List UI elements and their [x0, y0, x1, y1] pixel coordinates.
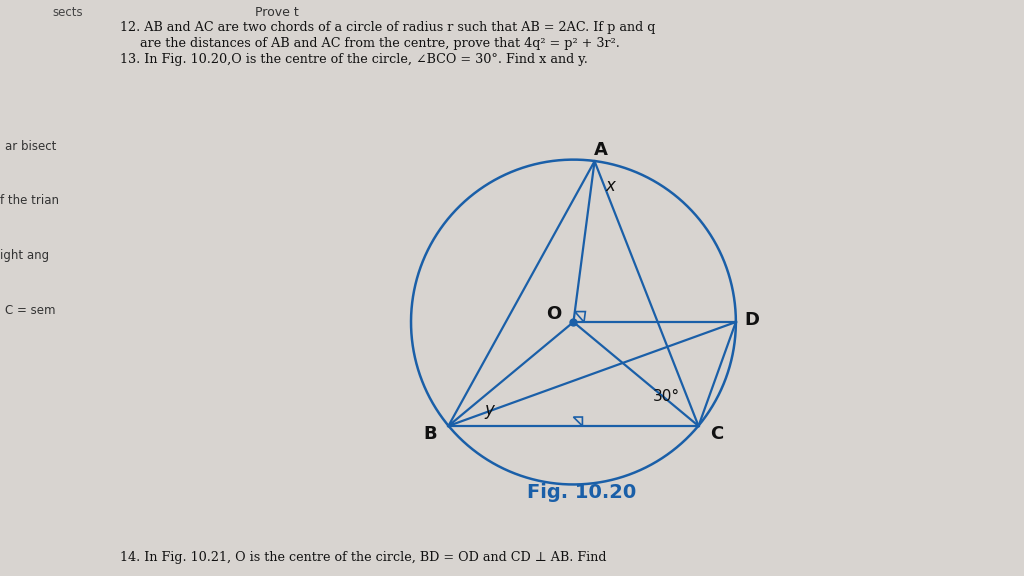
- Text: A: A: [594, 141, 608, 159]
- Text: y: y: [484, 401, 494, 419]
- Text: sects: sects: [52, 6, 83, 20]
- Text: f the trian: f the trian: [0, 195, 59, 207]
- Text: Prove t: Prove t: [255, 6, 299, 20]
- Text: ight ang: ight ang: [0, 249, 49, 263]
- Text: D: D: [744, 312, 760, 329]
- Text: 13. In Fig. 10.20,O is the centre of the circle, ∠BCO = 30°. Find x and y.: 13. In Fig. 10.20,O is the centre of the…: [120, 54, 588, 66]
- Text: 12. AB and AC are two chords of a circle of radius r such that AB = 2AC. If p an: 12. AB and AC are two chords of a circle…: [120, 21, 655, 35]
- Text: are the distances of AB and AC from the centre, prove that 4q² = p² + 3r².: are the distances of AB and AC from the …: [120, 37, 620, 51]
- Text: O: O: [547, 305, 561, 323]
- Text: 14. In Fig. 10.21, O is the centre of the circle, BD = OD and CD ⊥ AB. Find: 14. In Fig. 10.21, O is the centre of th…: [120, 551, 606, 564]
- Text: 30°: 30°: [652, 389, 680, 404]
- Text: Fig. 10.20: Fig. 10.20: [527, 483, 636, 502]
- Text: C = sem: C = sem: [5, 305, 55, 317]
- Text: x: x: [606, 177, 615, 195]
- Text: B: B: [424, 425, 437, 443]
- Text: C: C: [710, 425, 723, 443]
- Text: ar bisect: ar bisect: [5, 139, 56, 153]
